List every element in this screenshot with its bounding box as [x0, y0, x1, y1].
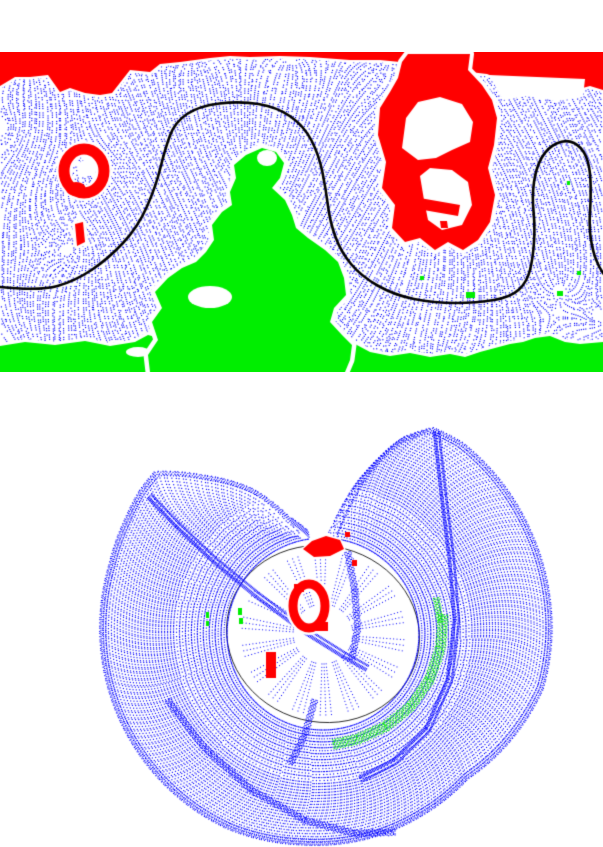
synoptic-streamline-map-panel: [0, 52, 603, 372]
sphere-fieldline-3d-panel: [0, 380, 603, 847]
